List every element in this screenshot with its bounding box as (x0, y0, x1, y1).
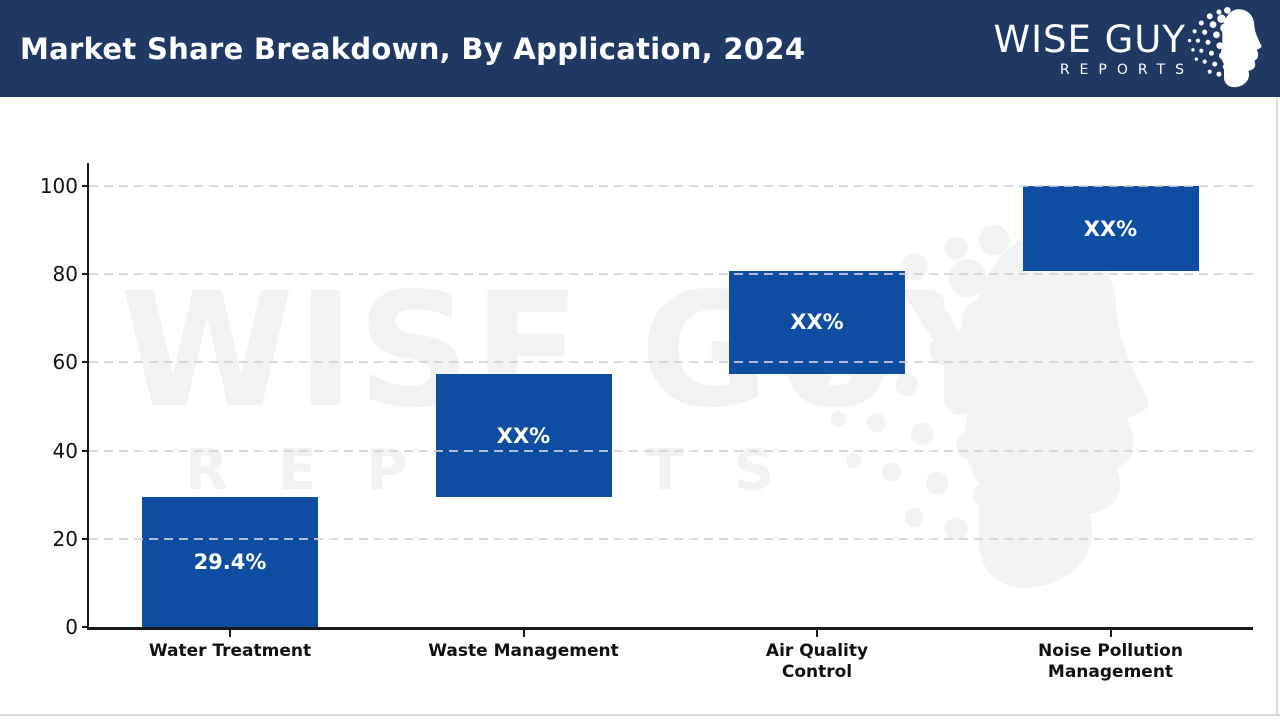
y-tick-mark (82, 449, 89, 452)
bar-segment: 29.4% (142, 497, 318, 627)
bar-value-label: XX% (496, 423, 551, 448)
x-tick-mark (816, 630, 818, 637)
category-label: Water Treatment (100, 641, 360, 662)
y-tick-mark (82, 626, 89, 628)
bar-segment: XX% (1022, 186, 1199, 272)
brand-dot-head-icon (1187, 7, 1262, 88)
y-tick-label: 80 (52, 262, 78, 287)
category-label: Air Quality Control (687, 641, 947, 683)
x-tick-mark (1109, 630, 1112, 637)
x-tick-mark (522, 630, 525, 637)
header-bar: Market Share Breakdown, By Application, … (0, 0, 1280, 97)
bar-segment: XX% (729, 271, 905, 374)
brand-name: WISE GUY (993, 17, 1186, 61)
y-tick-label: 40 (52, 438, 78, 463)
category-label-line: Control (781, 662, 853, 682)
brand-sub: REPORTS (1059, 61, 1194, 78)
category-label-line: Management (1047, 662, 1174, 682)
category-label-line: Noise Pollution (1038, 641, 1183, 661)
y-tick-label: 60 (52, 350, 78, 375)
bar-value-label: XX% (790, 310, 844, 335)
y-tick-mark (82, 273, 89, 276)
category-label-line: Air Quality (765, 641, 869, 661)
y-axis-spine (87, 163, 89, 629)
gridline (89, 361, 1253, 364)
page-title: Market Share Breakdown, By Application, … (20, 31, 806, 66)
y-tick-label: 100 (39, 174, 78, 198)
category-label: Waste Management (394, 641, 654, 662)
brand-text: WISE GUY REPORTS (994, 21, 1186, 78)
gridline (89, 537, 1253, 540)
brand-logo: WISE GUY REPORTS (994, 4, 1266, 94)
category-label: Noise Pollution Management (981, 641, 1241, 683)
gridline (89, 273, 1253, 276)
bar-segment: XX% (435, 373, 612, 498)
bottom-rule (0, 714, 1280, 716)
y-tick-mark (82, 361, 89, 364)
bar-value-label: 29.4% (193, 550, 267, 575)
category-label-line: Water Treatment (148, 641, 312, 661)
y-tick-label: 20 (52, 526, 78, 551)
y-tick-mark (82, 185, 89, 187)
category-label-line: Waste Management (428, 641, 619, 661)
x-axis-spine (87, 627, 1253, 630)
right-rule (1276, 97, 1278, 716)
y-tick-mark (82, 537, 89, 540)
bar-value-label: XX% (1083, 216, 1138, 241)
x-tick-mark (229, 630, 231, 637)
gridline (89, 185, 1253, 187)
gridline (89, 449, 1253, 452)
y-tick-label: 0 (65, 615, 78, 639)
